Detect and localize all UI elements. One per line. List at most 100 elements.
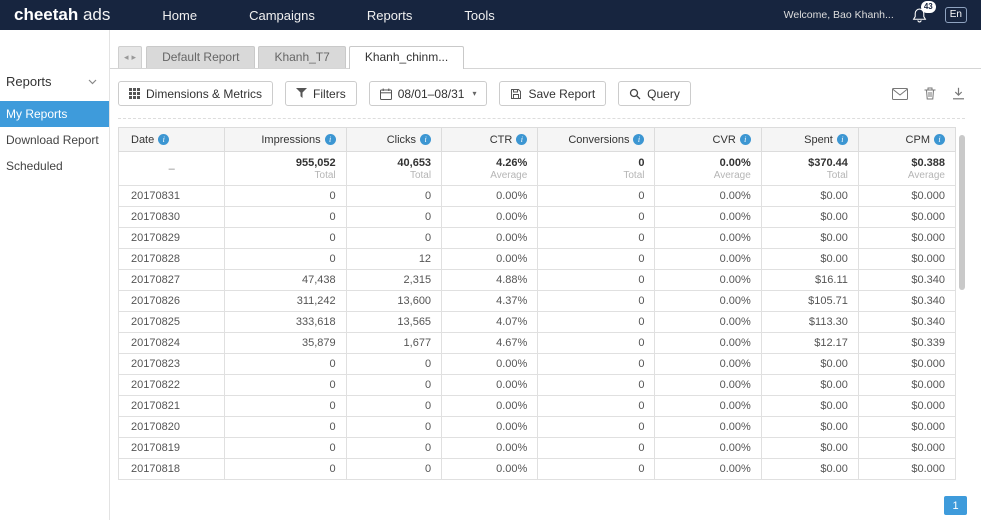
value-cell: 4.07% [441, 311, 539, 333]
value-cell: 0 [345, 353, 443, 375]
value-cell: $0.000 [857, 458, 957, 480]
info-icon[interactable]: i [633, 133, 645, 145]
nav-item-reports[interactable]: Reports [366, 7, 413, 23]
sidebar-section-reports[interactable]: Reports [0, 68, 109, 101]
summary-value: 0.00% [719, 156, 751, 169]
date-range-button[interactable]: 08/01–08/31 ▾ [368, 81, 488, 106]
download-icon[interactable] [952, 87, 965, 100]
column-header-clicks[interactable]: Clicks i [345, 127, 443, 152]
date-cell: 20170831 [117, 185, 226, 207]
date-cell: 20170829 [117, 227, 226, 249]
nav-item-tools[interactable]: Tools [464, 7, 495, 23]
table-row: 20170825 333,618 13,565 4.07% 0 0.00% $113.30 $… [117, 311, 957, 333]
summary-sublabel: Average [907, 169, 945, 181]
value-cell: 0 [224, 248, 347, 270]
table-row: 20170819 0 0 0.00% 0 0.00% $0.00 $0.000 [117, 437, 957, 459]
navbar-right: Welcome, Bao Khanh... 43 En [783, 0, 967, 23]
value-cell: 0 [537, 374, 656, 396]
info-icon[interactable]: i [158, 133, 170, 145]
sidebar-section-label: Reports [6, 74, 52, 89]
column-header-impressions[interactable]: Impressions i [224, 127, 347, 152]
value-cell: $0.000 [857, 353, 957, 375]
nav-items: Home Campaigns Reports Tools [162, 8, 494, 23]
value-cell: 0 [537, 311, 656, 333]
tab-khanh-t7[interactable]: Khanh_T7 [258, 46, 346, 68]
value-cell: 0.00% [441, 353, 539, 375]
column-header-ctr[interactable]: CTR i [441, 127, 539, 152]
value-cell: $0.340 [857, 269, 957, 291]
page-button-1[interactable]: 1 [944, 496, 967, 515]
value-cell: 0 [345, 227, 443, 249]
summary-value: 4.26% [496, 156, 528, 169]
chevron-down-icon [88, 79, 97, 85]
value-cell: 0 [224, 395, 347, 417]
info-icon[interactable]: i [420, 133, 432, 145]
email-icon[interactable] [892, 87, 908, 100]
user-menu[interactable]: Welcome, Bao Khanh... [783, 9, 894, 21]
nav-item-home[interactable]: Home [162, 7, 198, 23]
value-cell: 0.00% [654, 227, 762, 249]
info-icon[interactable]: i [934, 133, 945, 145]
summary-value: 40,653 [397, 156, 432, 169]
info-icon[interactable]: i [516, 133, 528, 145]
date-cell: 20170828 [117, 248, 226, 270]
report-table-wrap: Date i Impressions i Clicks i CTR i Conversions i… [117, 127, 965, 480]
value-cell: 0.00% [441, 227, 539, 249]
filters-button[interactable]: Filters [285, 81, 357, 106]
value-cell: $113.30 [760, 311, 859, 333]
column-label: Spent [804, 133, 833, 146]
summary-value-cell: 0 Total [537, 151, 656, 186]
dashed-divider [118, 118, 965, 119]
value-cell: $105.71 [760, 290, 859, 312]
logo-text-light: ads [78, 5, 111, 24]
value-cell: $0.00 [760, 374, 859, 396]
summary-sublabel: Total [623, 169, 645, 181]
value-cell: 0 [345, 416, 443, 438]
info-icon[interactable]: i [324, 133, 336, 145]
tab-khanh-chinm-[interactable]: Khanh_chinm... [348, 46, 465, 69]
value-cell: 0 [224, 416, 347, 438]
column-header-cvr[interactable]: CVR i [654, 127, 762, 152]
dimensions-metrics-button[interactable]: Dimensions & Metrics [118, 81, 274, 106]
column-header-date[interactable]: Date i [117, 127, 226, 152]
column-header-cpm[interactable]: CPM i [857, 127, 957, 152]
info-icon[interactable]: i [836, 133, 848, 145]
date-cell: 20170819 [117, 437, 226, 459]
value-cell: $0.000 [857, 395, 957, 417]
column-header-spent[interactable]: Spent i [760, 127, 859, 152]
value-cell: 0.00% [654, 353, 762, 375]
app-logo[interactable]: cheetah ads [14, 5, 110, 25]
table-row: 20170827 47,438 2,315 4.88% 0 0.00% $16.11 $0.3… [117, 269, 957, 291]
logo-text-bold: cheetah [14, 5, 79, 24]
summary-sublabel: Average [490, 169, 528, 181]
query-button[interactable]: Query [618, 81, 691, 106]
table-row: 20170831 0 0 0.00% 0 0.00% $0.00 $0.000 [117, 185, 957, 207]
sidebar-item-download-report[interactable]: Download Report [6, 133, 99, 147]
trash-icon[interactable] [924, 87, 936, 100]
info-icon[interactable]: i [739, 133, 751, 145]
column-header-conversions[interactable]: Conversions i [537, 127, 656, 152]
value-cell: 0.00% [654, 332, 762, 354]
sidebar-item-scheduled[interactable]: Scheduled [6, 159, 63, 173]
language-selector[interactable]: En [944, 7, 967, 23]
tab-default-report[interactable]: Default Report [146, 46, 256, 68]
notifications-button[interactable]: 43 [912, 0, 936, 23]
column-label: CPM [905, 133, 930, 146]
nav-item-campaigns[interactable]: Campaigns [249, 7, 315, 23]
save-report-button[interactable]: Save Report [499, 81, 607, 106]
summary-row: –955,052 Total 40,653 Total 4.26% Average 0 Tot… [117, 151, 957, 186]
value-cell: 0.00% [654, 206, 762, 228]
date-cell: 20170826 [117, 290, 226, 312]
summary-value-cell: 0.00% Average [654, 151, 762, 186]
tab-scroll-left-icon[interactable]: ◂ [124, 52, 129, 62]
sidebar-item-my-reports[interactable]: My Reports [0, 101, 109, 127]
value-cell: 4.37% [441, 290, 539, 312]
summary-sublabel: Total [826, 169, 848, 181]
value-cell: 0 [224, 458, 347, 480]
value-cell: 0.00% [654, 185, 762, 207]
value-cell: 0 [224, 374, 347, 396]
value-cell: 0 [345, 206, 443, 228]
filters-label: Filters [313, 86, 346, 101]
tab-scroll-right-icon[interactable]: ▸ [131, 52, 137, 62]
table-scrollbar[interactable] [959, 135, 965, 290]
